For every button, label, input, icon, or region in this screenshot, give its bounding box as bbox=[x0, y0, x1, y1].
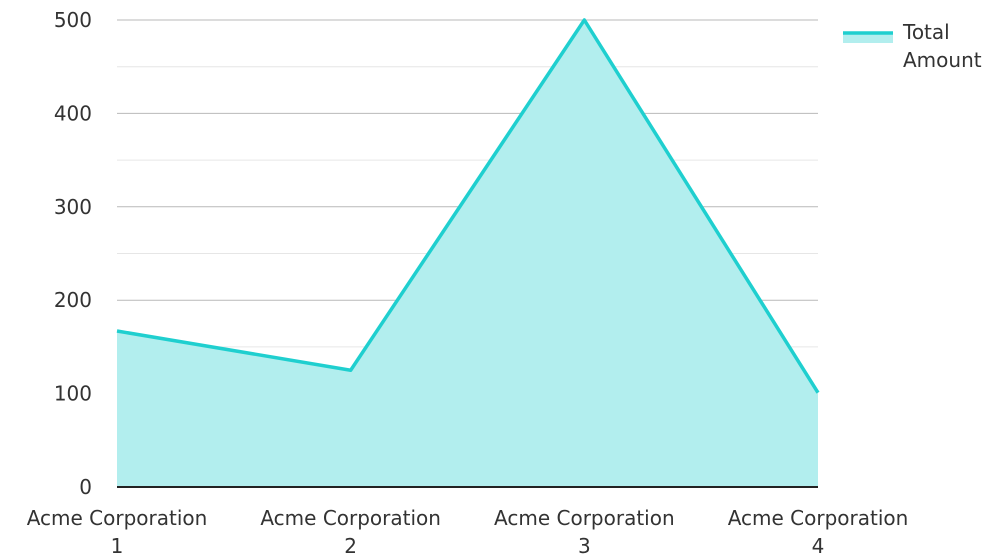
y-tick-label: 200 bbox=[54, 288, 92, 312]
legend-label: Total Amount bbox=[902, 20, 982, 72]
series-area-fill bbox=[117, 20, 818, 487]
legend-swatch-fill bbox=[843, 33, 893, 43]
x-tick-label: Acme Corporation 1 bbox=[27, 506, 208, 558]
series-line bbox=[116, 18, 820, 394]
y-tick-labels: 0 100 200 300 400 500 bbox=[54, 8, 92, 499]
y-tick-label: 400 bbox=[54, 101, 92, 125]
series-area bbox=[116, 18, 820, 487]
x-tick-labels: Acme Corporation 1 Acme Corporation 2 Acme C… bbox=[27, 506, 909, 558]
x-tick-label: Acme Corporation 2 bbox=[260, 506, 441, 558]
y-tick-label: 500 bbox=[54, 8, 92, 32]
legend: Total Amount bbox=[843, 20, 982, 72]
y-tick-label: 300 bbox=[54, 195, 92, 219]
y-tick-label: 100 bbox=[54, 382, 92, 406]
x-tick-label: Acme Corporation 4 bbox=[728, 506, 909, 558]
x-tick-label: Acme Corporation 3 bbox=[494, 506, 675, 558]
y-tick-label: 0 bbox=[79, 475, 92, 499]
